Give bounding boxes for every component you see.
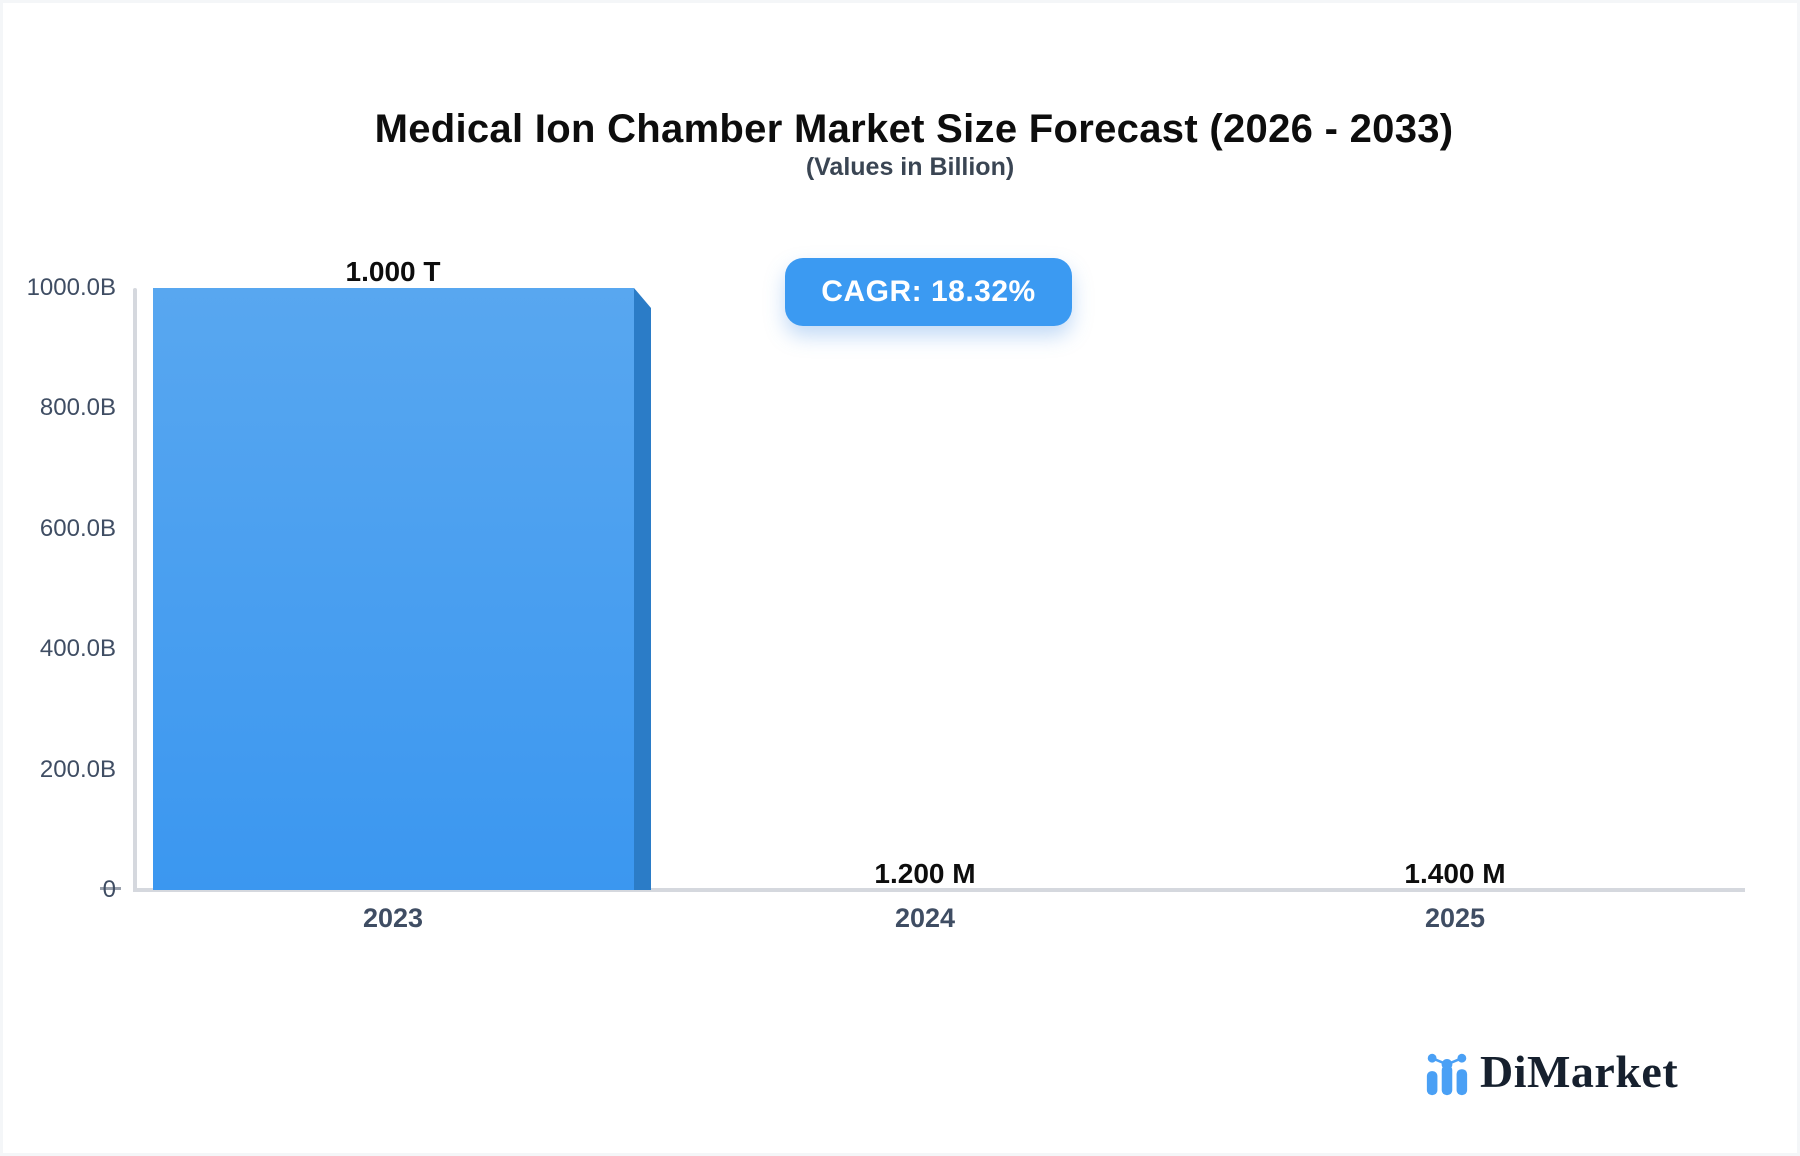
- bar-value-label: 1.000 T: [345, 256, 441, 287]
- chart-subtitle: (Values in Billion): [805, 153, 1015, 181]
- y-axis-line: [133, 288, 137, 892]
- bar-group[interactable]: [684, 288, 1182, 890]
- y-tick-label: 0: [102, 876, 116, 903]
- zero-tick-mark: [100, 887, 121, 890]
- x-axis-line: [133, 888, 1745, 892]
- brand-logo: DiMarket: [1424, 1047, 1678, 1099]
- cagr-badge: CAGR: 18.32%: [785, 258, 1072, 326]
- y-tick-label: 400.0B: [39, 635, 116, 663]
- y-tick-label: 600.0B: [39, 514, 116, 542]
- x-category-label: 2025: [1424, 903, 1486, 933]
- bar-group[interactable]: [153, 288, 651, 890]
- bar-line-chart-logo-icon: [1426, 1053, 1468, 1096]
- x-category-label: 2024: [894, 903, 956, 933]
- brand-name: DiMarket: [1480, 1046, 1679, 1097]
- bar-value-label: 1.400 M: [1404, 857, 1506, 889]
- bar-group[interactable]: [1215, 288, 1713, 890]
- chart-title: Medical Ion Chamber Market Size Forecast…: [374, 107, 1454, 151]
- bar-2023-side: [634, 288, 651, 890]
- y-tick-label: 200.0B: [39, 755, 116, 783]
- y-tick-label: 1000.0B: [26, 274, 116, 301]
- y-tick-label: 800.0B: [39, 394, 116, 422]
- bar-value-label: 1.200 M: [874, 857, 976, 889]
- x-category-label: 2023: [362, 903, 424, 933]
- bar-2023[interactable]: [153, 288, 634, 890]
